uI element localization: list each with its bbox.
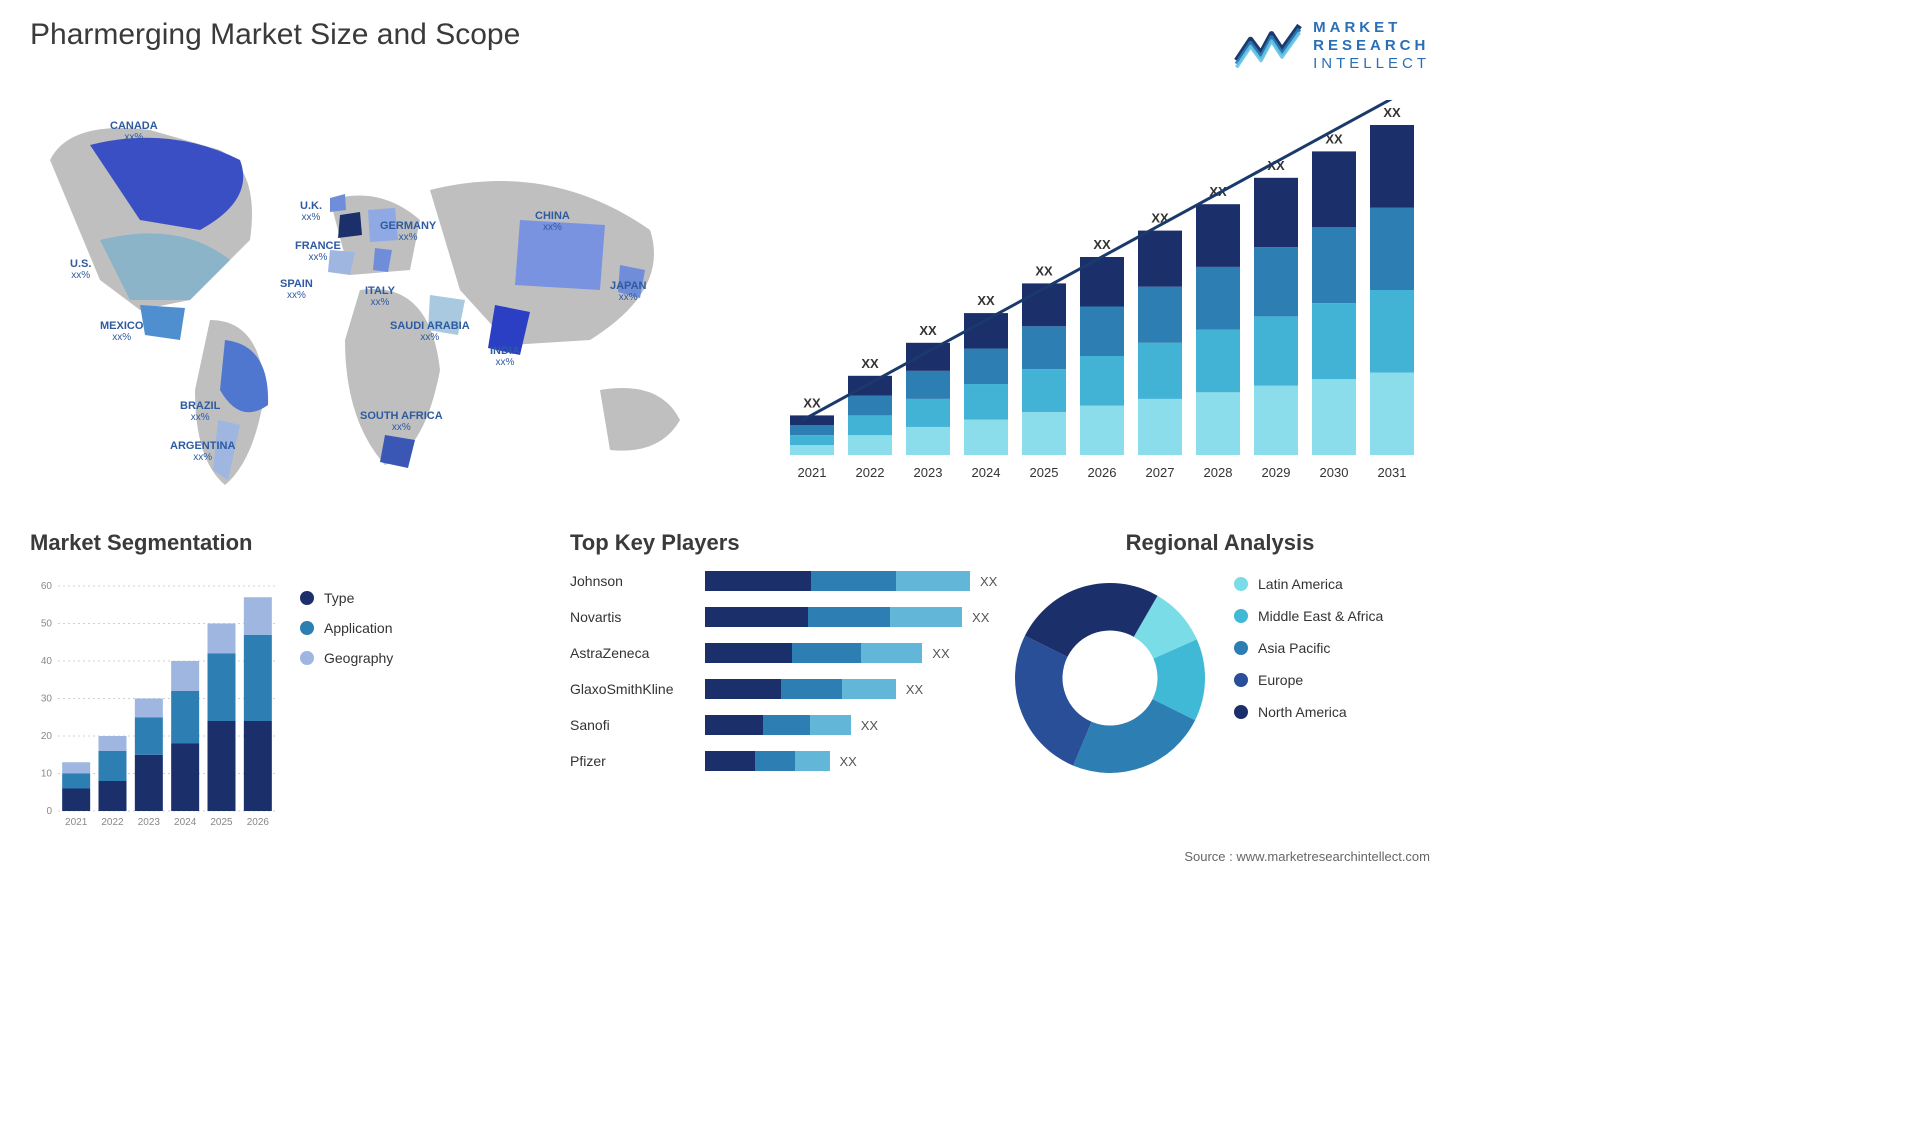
map-label: MEXICOxx% (100, 320, 143, 343)
map-label: CANADAxx% (110, 120, 158, 143)
svg-text:XX: XX (1383, 105, 1401, 120)
player-value: XX (932, 646, 949, 661)
legend-item: Application (300, 620, 393, 636)
svg-text:2028: 2028 (1204, 465, 1233, 480)
key-players-title: Top Key Players (570, 530, 1000, 556)
player-row: Pfizer XX (570, 748, 1000, 774)
svg-text:40: 40 (41, 656, 53, 667)
svg-text:XX: XX (919, 323, 937, 338)
player-name: Pfizer (570, 753, 705, 769)
svg-text:2022: 2022 (856, 465, 885, 480)
map-label: ITALYxx% (365, 285, 395, 308)
source-text: Source : www.marketresearchintellect.com (1184, 849, 1430, 864)
growth-chart-svg: XX 2021 XX 2022 XX 2023 XX 2024 XX 2025 XX 2026 XX 20… (770, 100, 1430, 490)
player-row: Johnson XX (570, 568, 1000, 594)
svg-text:2027: 2027 (1146, 465, 1175, 480)
map-label: GERMANYxx% (380, 220, 436, 243)
player-name: GlaxoSmithKline (570, 681, 705, 697)
player-row: Novartis XX (570, 604, 1000, 630)
map-label: JAPANxx% (610, 280, 646, 303)
map-label: INDIAxx% (490, 345, 520, 368)
legend-item: Asia Pacific (1234, 640, 1383, 656)
key-players-rows: JohnsonXXNovartisXXAstraZenecaXXGlaxoSmi… (570, 568, 1000, 774)
player-row: Sanofi XX (570, 712, 1000, 738)
svg-text:2025: 2025 (210, 817, 233, 828)
regional-section: Regional Analysis Latin America Middle Ea… (1010, 530, 1430, 778)
legend-item: Europe (1234, 672, 1383, 688)
legend-item: Latin America (1234, 576, 1383, 592)
svg-text:2021: 2021 (65, 817, 88, 828)
segmentation-chart: 0 10 20 30 40 50 60 2021 2022 2023 2024 2025 2026 (30, 568, 280, 833)
svg-text:XX: XX (861, 356, 879, 371)
map-label: ARGENTINAxx% (170, 440, 235, 463)
svg-text:XX: XX (977, 293, 995, 308)
svg-text:2022: 2022 (101, 817, 124, 828)
map-label: FRANCExx% (295, 240, 341, 263)
svg-text:20: 20 (41, 731, 53, 742)
logo-mark-icon (1233, 18, 1303, 73)
brand-logo: MARKET RESEARCH INTELLECT (1233, 18, 1430, 73)
svg-text:0: 0 (46, 806, 52, 817)
map-label: SOUTH AFRICAxx% (360, 410, 443, 433)
growth-bar-chart: XX 2021 XX 2022 XX 2023 XX 2024 XX 2025 XX 2026 XX 20… (770, 100, 1430, 490)
svg-text:2021: 2021 (798, 465, 827, 480)
svg-text:60: 60 (41, 581, 53, 592)
regional-donut (1010, 578, 1210, 778)
svg-text:2026: 2026 (1088, 465, 1117, 480)
legend-item: Type (300, 590, 393, 606)
player-name: Johnson (570, 573, 705, 589)
svg-text:30: 30 (41, 694, 53, 705)
world-map: CANADAxx% U.S.xx% MEXICOxx% BRAZILxx% ARGENT… (30, 90, 720, 490)
map-label: BRAZILxx% (180, 400, 220, 423)
map-label: U.S.xx% (70, 258, 91, 281)
player-name: Novartis (570, 609, 705, 625)
svg-text:2024: 2024 (972, 465, 1001, 480)
map-label: SPAINxx% (280, 278, 313, 301)
player-value: XX (980, 574, 997, 589)
svg-text:2031: 2031 (1378, 465, 1407, 480)
segmentation-title: Market Segmentation (30, 530, 450, 556)
key-players-section: Top Key Players JohnsonXXNovartisXXAstra… (570, 530, 1000, 784)
svg-text:2025: 2025 (1030, 465, 1059, 480)
svg-text:2029: 2029 (1262, 465, 1291, 480)
player-name: AstraZeneca (570, 645, 705, 661)
segmentation-section: Market Segmentation 0 10 20 30 40 50 60 2021 202… (30, 530, 450, 833)
legend-item: Geography (300, 650, 393, 666)
player-value: XX (906, 682, 923, 697)
segmentation-legend: Type Application Geography (300, 590, 393, 833)
page-title: Pharmerging Market Size and Scope (30, 18, 520, 52)
svg-text:2023: 2023 (914, 465, 943, 480)
svg-text:XX: XX (1093, 237, 1111, 252)
svg-text:2030: 2030 (1320, 465, 1349, 480)
logo-text: MARKET RESEARCH INTELLECT (1313, 19, 1430, 73)
svg-text:50: 50 (41, 619, 53, 630)
player-value: XX (972, 610, 989, 625)
regional-title: Regional Analysis (1010, 530, 1430, 556)
legend-item: Middle East & Africa (1234, 608, 1383, 624)
player-row: GlaxoSmithKline XX (570, 676, 1000, 702)
legend-item: North America (1234, 704, 1383, 720)
svg-text:XX: XX (803, 395, 821, 410)
map-label: SAUDI ARABIAxx% (390, 320, 470, 343)
player-value: XX (840, 754, 857, 769)
map-label: U.K.xx% (300, 200, 322, 223)
svg-text:XX: XX (1035, 263, 1053, 278)
map-label: CHINAxx% (535, 210, 570, 233)
player-name: Sanofi (570, 717, 705, 733)
svg-text:2026: 2026 (247, 817, 270, 828)
svg-text:2024: 2024 (174, 817, 197, 828)
svg-text:2023: 2023 (138, 817, 161, 828)
regional-legend: Latin America Middle East & Africa Asia Pa… (1234, 576, 1383, 720)
player-value: XX (861, 718, 878, 733)
svg-text:10: 10 (41, 769, 53, 780)
player-row: AstraZeneca XX (570, 640, 1000, 666)
